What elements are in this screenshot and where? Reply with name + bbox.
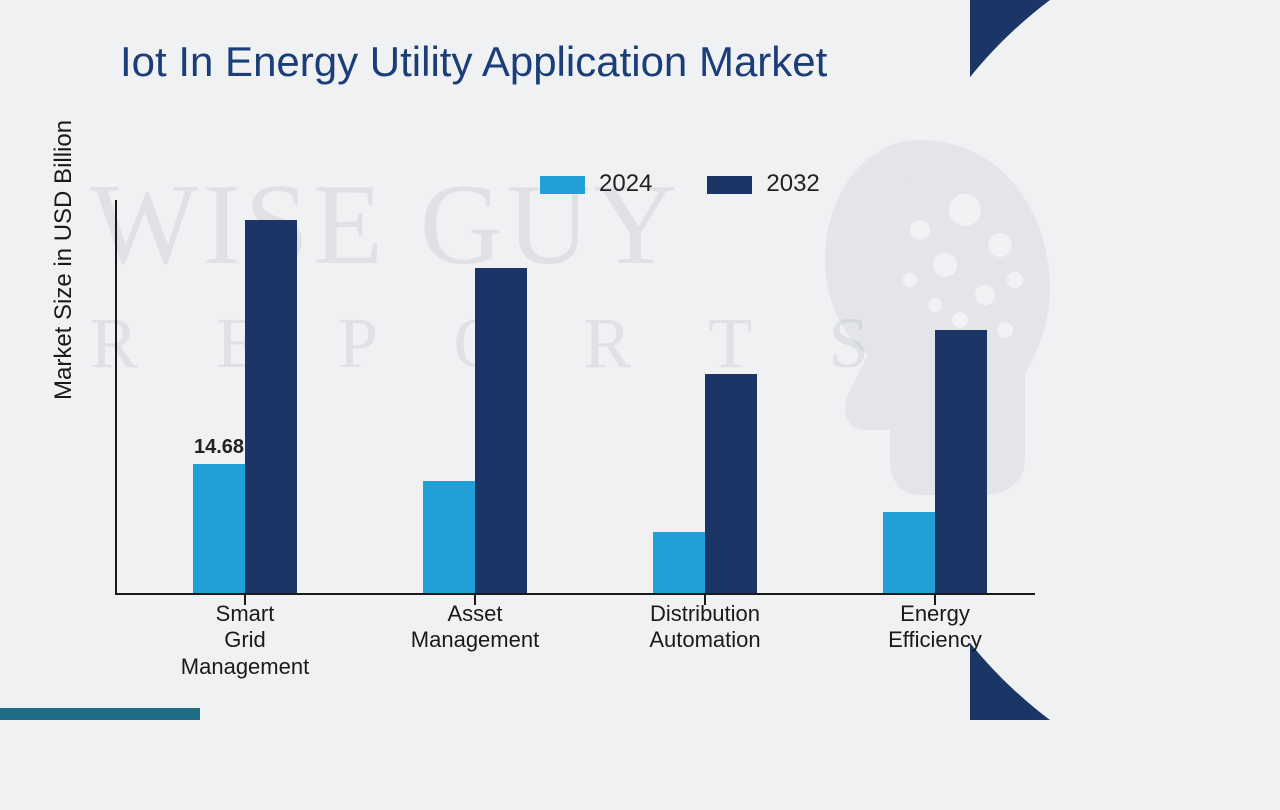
bar-2032 bbox=[935, 330, 987, 593]
bar-2032 bbox=[705, 374, 757, 593]
legend-swatch-2024 bbox=[540, 176, 585, 194]
x-axis-line bbox=[115, 593, 1035, 595]
bar-value-label: 14.68 bbox=[194, 436, 244, 459]
bar-pair bbox=[653, 374, 757, 593]
bar-2024 bbox=[423, 481, 475, 593]
bar-2032 bbox=[475, 268, 527, 593]
bar-chart: 14.68SmartGridManagementAssetManagementD… bbox=[115, 200, 1035, 595]
y-axis-label: Market Size in USD Billion bbox=[50, 120, 78, 400]
bar-pair bbox=[423, 268, 527, 593]
category-label: AssetManagement bbox=[390, 601, 560, 654]
category-label: EnergyEfficiency bbox=[850, 601, 1020, 654]
y-axis-line bbox=[115, 200, 117, 595]
legend-item-2024: 2024 bbox=[540, 170, 652, 198]
chart-title: Iot In Energy Utility Application Market bbox=[120, 36, 827, 89]
legend: 2024 2032 bbox=[540, 170, 820, 198]
bar-pair bbox=[883, 330, 987, 593]
bar-2032 bbox=[245, 220, 297, 593]
legend-label: 2024 bbox=[599, 170, 652, 197]
category-label: SmartGridManagement bbox=[160, 601, 330, 680]
category-label: DistributionAutomation bbox=[620, 601, 790, 654]
bar-2024: 14.68 bbox=[193, 464, 245, 593]
footer-accent-bar bbox=[0, 708, 200, 720]
bar-2024 bbox=[653, 532, 705, 593]
legend-item-2032: 2032 bbox=[707, 170, 819, 198]
legend-label: 2032 bbox=[766, 170, 819, 197]
bar-pair: 14.68 bbox=[193, 220, 297, 593]
bar-2024 bbox=[883, 512, 935, 593]
legend-swatch-2032 bbox=[707, 176, 752, 194]
